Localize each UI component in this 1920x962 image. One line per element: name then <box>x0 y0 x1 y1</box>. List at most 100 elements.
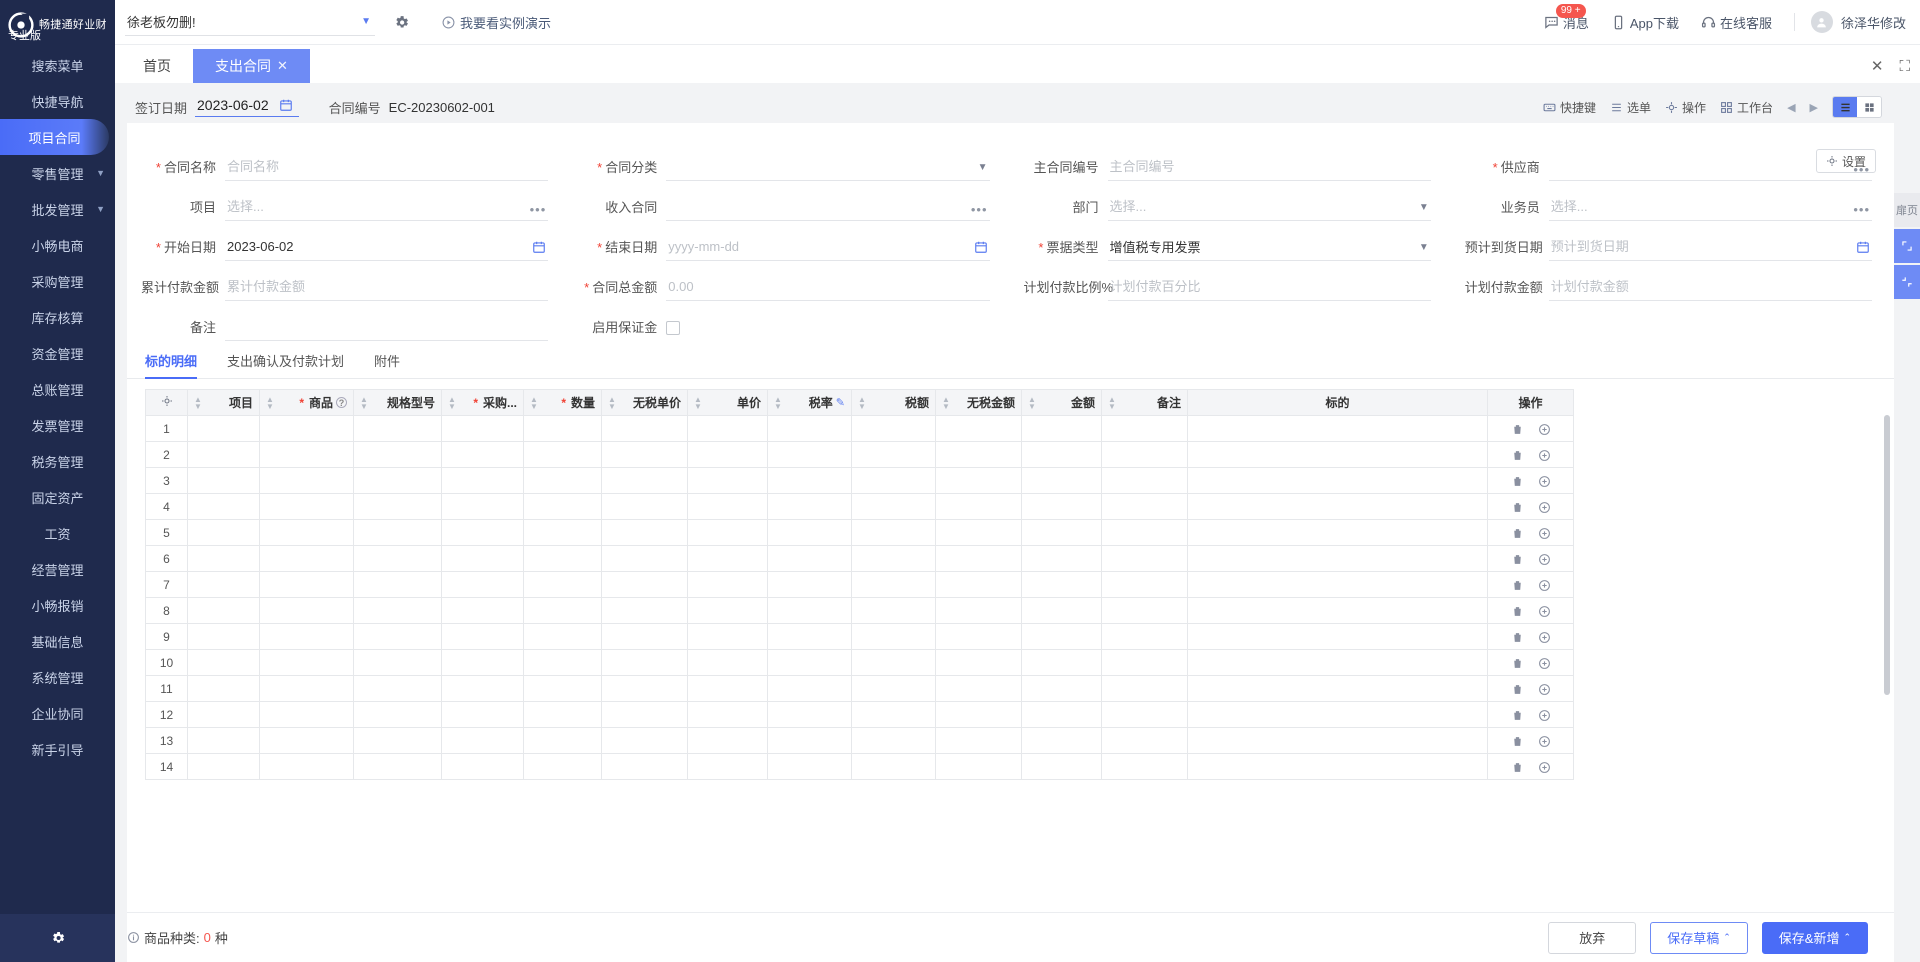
table-cell[interactable] <box>687 545 768 572</box>
table-cell[interactable] <box>259 675 354 702</box>
table-column-12[interactable]: 标的 <box>1187 389 1488 416</box>
table-cell[interactable] <box>187 467 260 494</box>
table-cell[interactable] <box>353 649 442 676</box>
table-cell[interactable] <box>259 753 354 780</box>
column-settings-button[interactable] <box>145 389 188 416</box>
tab-1[interactable]: 支出合同 ✕ <box>193 49 310 83</box>
discard-button[interactable]: 放弃 <box>1548 921 1637 954</box>
table-cell[interactable] <box>523 623 602 650</box>
add-row-icon[interactable] <box>1538 605 1551 618</box>
delete-icon[interactable] <box>1511 527 1524 540</box>
calendar-icon[interactable] <box>279 98 293 112</box>
table-cell[interactable] <box>601 649 688 676</box>
sidebar-item-1[interactable]: 快捷导航 <box>0 83 115 119</box>
chevron-down-icon[interactable]: ▼ <box>1418 202 1429 213</box>
delete-icon[interactable] <box>1511 657 1524 670</box>
sidebar-settings-button[interactable] <box>0 914 115 962</box>
table-cell[interactable] <box>767 623 852 650</box>
table-cell[interactable] <box>1021 649 1102 676</box>
table-cell[interactable] <box>187 597 260 624</box>
sort-icon[interactable]: ▲ ▼ <box>1108 394 1116 411</box>
table-cell[interactable] <box>935 571 1022 598</box>
table-cell[interactable] <box>1187 753 1488 780</box>
form-field-input[interactable] <box>666 275 990 301</box>
table-cell[interactable] <box>523 441 602 468</box>
form-field-input[interactable] <box>666 235 990 261</box>
table-cell[interactable] <box>353 545 442 572</box>
table-cell[interactable] <box>523 597 602 624</box>
table-cell[interactable] <box>767 519 852 546</box>
table-cell[interactable] <box>687 441 768 468</box>
table-cell[interactable] <box>187 493 260 520</box>
table-cell[interactable] <box>935 727 1022 754</box>
table-cell[interactable] <box>1187 675 1488 702</box>
table-row[interactable]: 10 <box>145 649 1574 676</box>
table-cell[interactable] <box>1187 545 1488 572</box>
delete-icon[interactable] <box>1511 553 1524 566</box>
rail-expand-button[interactable] <box>1894 229 1920 263</box>
table-cell[interactable] <box>1021 597 1102 624</box>
table-cell[interactable] <box>259 467 354 494</box>
calendar-icon[interactable] <box>974 240 988 255</box>
table-cell[interactable] <box>441 753 524 780</box>
table-row[interactable]: 13 <box>145 727 1574 754</box>
table-column-3[interactable]: ▲ ▼ * 采购... <box>441 389 524 416</box>
sort-icon[interactable]: ▲ ▼ <box>194 394 202 411</box>
table-cell[interactable] <box>601 675 688 702</box>
table-cell[interactable] <box>767 493 852 520</box>
table-cell[interactable] <box>601 571 688 598</box>
table-cell[interactable] <box>687 493 768 520</box>
sidebar-item-10[interactable]: 发票管理 <box>0 407 115 443</box>
table-cell[interactable] <box>523 415 602 442</box>
tab-close-icon[interactable]: ✕ <box>277 58 288 73</box>
table-cell[interactable] <box>767 415 852 442</box>
table-cell[interactable] <box>441 519 524 546</box>
table-cell[interactable] <box>259 649 354 676</box>
table-cell[interactable] <box>353 623 442 650</box>
table-cell[interactable] <box>1021 675 1102 702</box>
form-field-input[interactable] <box>225 235 549 261</box>
table-cell[interactable] <box>851 727 936 754</box>
sidebar-item-6[interactable]: 采购管理 <box>0 263 115 299</box>
table-cell[interactable] <box>767 753 852 780</box>
table-cell[interactable] <box>259 519 354 546</box>
table-cell[interactable] <box>1187 519 1488 546</box>
form-field-input[interactable] <box>225 195 549 221</box>
table-cell[interactable] <box>851 597 936 624</box>
table-cell[interactable] <box>1101 597 1188 624</box>
table-row[interactable]: 8 <box>145 597 1574 624</box>
sub-tab-1[interactable]: 支出确认及付款计划 <box>227 354 345 369</box>
delete-icon[interactable] <box>1511 475 1524 488</box>
table-cell[interactable] <box>935 649 1022 676</box>
table-cell[interactable] <box>187 753 260 780</box>
table-column-9[interactable]: ▲ ▼ 无税金额 <box>935 389 1022 416</box>
table-cell[interactable] <box>1021 571 1102 598</box>
table-cell[interactable] <box>767 571 852 598</box>
save-draft-button[interactable]: 保存草稿 ⌃ <box>1650 921 1748 954</box>
table-column-10[interactable]: ▲ ▼ 金额 <box>1021 389 1102 416</box>
table-cell[interactable] <box>1187 571 1488 598</box>
user-name[interactable]: 徐泽华修改 <box>1840 15 1906 31</box>
table-cell[interactable] <box>1021 753 1102 780</box>
app-download-button[interactable]: App下载 <box>1611 13 1679 32</box>
table-cell[interactable] <box>601 623 688 650</box>
sidebar-item-13[interactable]: 工资 <box>0 515 115 551</box>
table-cell[interactable] <box>851 467 936 494</box>
sidebar-item-3[interactable]: 零售管理 ▼ <box>0 155 115 191</box>
table-column-8[interactable]: ▲ ▼ 税额 <box>851 389 936 416</box>
sort-icon[interactable]: ▲ ▼ <box>942 394 950 411</box>
table-cell[interactable] <box>441 441 524 468</box>
delete-icon[interactable] <box>1511 501 1524 514</box>
table-cell[interactable] <box>523 493 602 520</box>
sort-icon[interactable]: ▲ ▼ <box>448 394 456 411</box>
table-column-1[interactable]: ▲ ▼ * 商品? <box>259 389 354 416</box>
table-cell[interactable] <box>1187 623 1488 650</box>
table-cell[interactable] <box>1021 727 1102 754</box>
add-row-icon[interactable] <box>1538 761 1551 774</box>
table-cell[interactable] <box>523 727 602 754</box>
form-field-input[interactable] <box>1107 195 1431 221</box>
table-cell[interactable] <box>353 675 442 702</box>
calendar-icon[interactable] <box>1856 240 1870 255</box>
sidebar-item-5[interactable]: 小畅电商 <box>0 227 115 263</box>
form-field-input[interactable] <box>1107 155 1431 181</box>
